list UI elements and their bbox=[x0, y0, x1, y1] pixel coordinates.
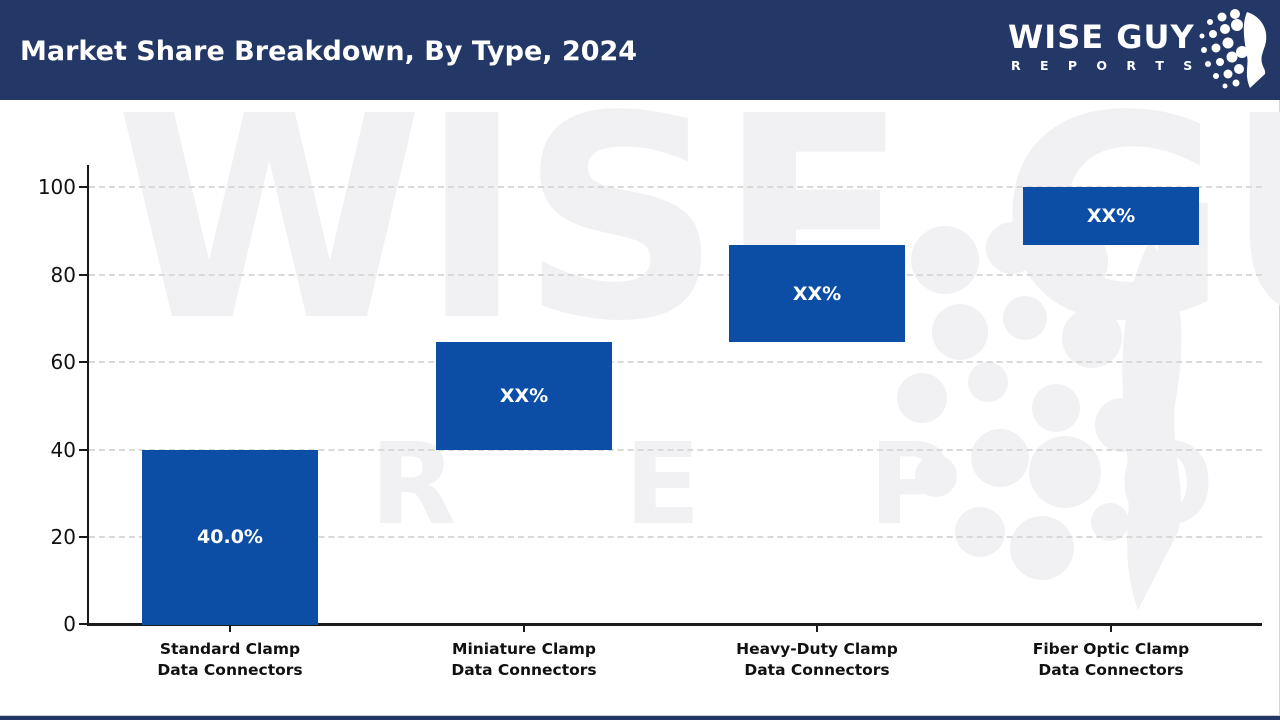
y-axis-line bbox=[87, 165, 89, 625]
category-line2: Data Connectors bbox=[157, 661, 303, 679]
gridline-80 bbox=[89, 274, 1262, 276]
gridline-100 bbox=[89, 186, 1262, 188]
x-category-label: Fiber Optic Clamp Data Connectors bbox=[961, 639, 1261, 681]
bar-3: XX% bbox=[1023, 187, 1199, 245]
y-tick-label: 40 bbox=[50, 438, 76, 462]
bottom-accent-strip bbox=[0, 716, 1280, 720]
x-axis-line bbox=[87, 623, 1262, 626]
bottom-hairline bbox=[0, 714, 1280, 716]
bar-1: XX% bbox=[436, 342, 612, 450]
category-line1: Standard Clamp bbox=[159, 640, 301, 658]
watermark-face-icon bbox=[897, 222, 1182, 610]
x-category-label: Heavy-Duty Clamp Data Connectors bbox=[667, 639, 967, 681]
y-tick-mark bbox=[79, 361, 87, 363]
category-line1: Heavy-Duty Clamp bbox=[736, 640, 898, 658]
y-tick-mark bbox=[79, 623, 87, 625]
logo-wordmark: WISE GUY bbox=[1008, 18, 1195, 56]
x-category-label: Miniature Clamp Data Connectors bbox=[374, 639, 674, 681]
category-line2: Data Connectors bbox=[451, 661, 597, 679]
bar-2: XX% bbox=[729, 244, 905, 343]
y-tick-label: 60 bbox=[50, 350, 76, 374]
category-line1: Miniature Clamp bbox=[452, 640, 596, 658]
category-line2: Data Connectors bbox=[1038, 661, 1184, 679]
y-tick-label: 80 bbox=[50, 263, 76, 287]
header-bar: Market Share Breakdown, By Type, 2024 WI… bbox=[0, 0, 1280, 100]
y-tick-label: 0 bbox=[63, 612, 76, 636]
y-tick-mark bbox=[79, 449, 87, 451]
bar-value-label: XX% bbox=[1086, 204, 1136, 227]
bar-0: 40.0% bbox=[142, 449, 318, 625]
page-title: Market Share Breakdown, By Type, 2024 bbox=[20, 36, 638, 67]
gridline-60 bbox=[89, 361, 1262, 363]
gridline-40 bbox=[89, 449, 1262, 451]
y-tick-mark bbox=[79, 274, 87, 276]
y-tick-label: 100 bbox=[37, 175, 76, 199]
y-tick-mark bbox=[79, 536, 87, 538]
bar-value-label: XX% bbox=[499, 385, 549, 408]
x-tick-mark bbox=[816, 625, 818, 632]
x-tick-mark bbox=[523, 625, 525, 632]
wise-guy-logo: WISE GUY R E P O R T S bbox=[1008, 8, 1270, 92]
logo-face-icon bbox=[1199, 9, 1267, 89]
logo-subtitle: R E P O R T S bbox=[1011, 58, 1200, 73]
category-line1: Fiber Optic Clamp bbox=[1032, 640, 1190, 658]
category-line2: Data Connectors bbox=[744, 661, 890, 679]
x-tick-mark bbox=[229, 625, 231, 632]
x-tick-mark bbox=[1110, 625, 1112, 632]
bar-value-label: XX% bbox=[792, 282, 842, 305]
y-tick-mark bbox=[79, 186, 87, 188]
gridline-20 bbox=[89, 536, 1262, 538]
x-category-label: Standard Clamp Data Connectors bbox=[80, 639, 380, 681]
bar-value-label: 40.0% bbox=[197, 526, 263, 549]
y-tick-label: 20 bbox=[50, 525, 76, 549]
